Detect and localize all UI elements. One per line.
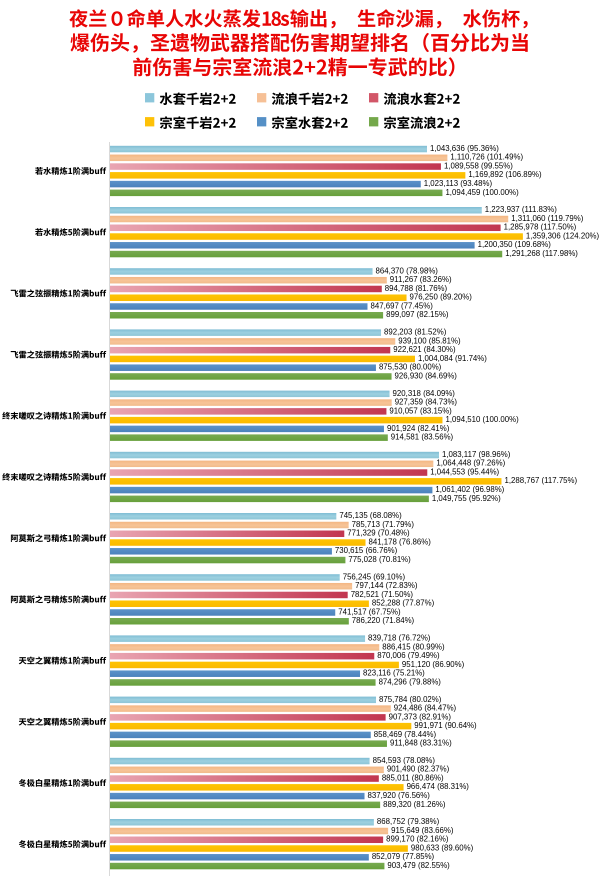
svg-text:911,267 (83.26%): 911,267 (83.26%) [390,275,452,284]
svg-text:1,169,892 (106.89%): 1,169,892 (106.89%) [468,170,542,179]
svg-text:782,521 (71.50%): 782,521 (71.50%) [351,590,414,599]
svg-text:910,057 (83.15%): 910,057 (83.15%) [389,406,452,415]
svg-text:966,474 (88.31%): 966,474 (88.31%) [407,782,470,791]
svg-text:771,329 (70.48%): 771,329 (70.48%) [347,529,410,538]
svg-text:1,110,726 (101.49%): 1,110,726 (101.49%) [450,153,523,162]
svg-text:939,100 (85.81%): 939,100 (85.81%) [398,336,461,345]
svg-text:976,250 (89.20%): 976,250 (89.20%) [410,293,473,302]
svg-text:903,479 (82.55%): 903,479 (82.55%) [387,861,450,870]
svg-text:907,373 (82.91%): 907,373 (82.91%) [389,712,452,721]
svg-text:756,245 (69.10%): 756,245 (69.10%) [343,572,406,581]
svg-text:1,023,113 (93.48%): 1,023,113 (93.48%) [424,179,493,188]
svg-text:892,203 (81.52%): 892,203 (81.52%) [384,328,447,337]
svg-text:926,930 (84.69%): 926,930 (84.69%) [395,371,458,380]
svg-text:852,079 (77.85%): 852,079 (77.85%) [372,852,435,861]
svg-text:991,971 (90.64%): 991,971 (90.64%) [414,721,477,730]
svg-text:1,200,350 (109.68%): 1,200,350 (109.68%) [478,240,552,249]
svg-text:875,784 (80.02%): 875,784 (80.02%) [379,695,442,704]
svg-text:852,288 (77.87%): 852,288 (77.87%) [372,599,435,608]
svg-text:899,170 (82.16%): 899,170 (82.16%) [386,835,449,844]
svg-text:980,633 (89.60%): 980,633 (89.60%) [411,843,474,852]
svg-text:1,061,402 (96.98%): 1,061,402 (96.98%) [435,485,504,494]
svg-text:1,359,306 (124.20%): 1,359,306 (124.20%) [526,231,600,240]
svg-text:1,291,268 (117.98%): 1,291,268 (117.98%) [505,249,578,258]
svg-text:1,064,448 (97.26%): 1,064,448 (97.26%) [436,459,505,468]
svg-text:1,288,767 (117.75%): 1,288,767 (117.75%) [504,476,577,485]
svg-text:775,028 (70.81%): 775,028 (70.81%) [348,555,411,564]
svg-text:847,697 (77.45%): 847,697 (77.45%) [370,301,433,310]
svg-text:894,788 (81.76%): 894,788 (81.76%) [385,284,448,293]
svg-text:885,011 (80.86%): 885,011 (80.86%) [382,773,444,782]
svg-text:786,220 (71.84%): 786,220 (71.84%) [352,616,415,625]
svg-text:1,285,978 (117.50%): 1,285,978 (117.50%) [504,223,577,232]
svg-text:837,920 (76.56%): 837,920 (76.56%) [368,791,431,800]
svg-text:868,752 (79.38%): 868,752 (79.38%) [377,817,440,826]
svg-text:875,530 (80.00%): 875,530 (80.00%) [379,363,442,372]
svg-text:920,318 (84.09%): 920,318 (84.09%) [393,389,456,398]
svg-text:1,089,558 (99.55%): 1,089,558 (99.55%) [444,161,513,170]
svg-text:914,581 (83.56%): 914,581 (83.56%) [391,433,454,442]
svg-text:915,649 (83.66%): 915,649 (83.66%) [391,826,454,835]
svg-text:1,004,084 (91.74%): 1,004,084 (91.74%) [418,354,487,363]
svg-text:1,049,755 (95.92%): 1,049,755 (95.92%) [432,494,501,503]
svg-text:864,370 (78.98%): 864,370 (78.98%) [376,266,439,275]
svg-text:927,359 (84.73%): 927,359 (84.73%) [395,398,458,407]
svg-text:730,615 (66.76%): 730,615 (66.76%) [335,546,398,555]
svg-text:901,924 (82.41%): 901,924 (82.41%) [387,424,450,433]
svg-text:823,116 (75.21%): 823,116 (75.21%) [363,669,425,678]
svg-text:785,713 (71.79%): 785,713 (71.79%) [352,520,415,529]
svg-text:874,296 (79.88%): 874,296 (79.88%) [379,677,442,686]
svg-text:858,469 (78.44%): 858,469 (78.44%) [374,730,437,739]
svg-text:841,178 (76.86%): 841,178 (76.86%) [369,537,432,546]
svg-text:1,311,060 (119.79%): 1,311,060 (119.79%) [511,214,583,223]
svg-text:870,006 (79.49%): 870,006 (79.49%) [377,651,440,660]
svg-text:889,320 (81.26%): 889,320 (81.26%) [383,800,446,809]
svg-text:886,415 (80.99%): 886,415 (80.99%) [382,642,445,651]
svg-text:1,094,459 (100.00%): 1,094,459 (100.00%) [445,188,519,197]
svg-text:741,517 (67.75%): 741,517 (67.75%) [338,607,401,616]
svg-text:924,486 (84.47%): 924,486 (84.47%) [394,704,457,713]
svg-text:797,144 (72.83%): 797,144 (72.83%) [355,581,418,590]
svg-text:1,223,937 (111.83%): 1,223,937 (111.83%) [485,205,557,214]
svg-text:1,043,636 (95.36%): 1,043,636 (95.36%) [430,144,499,153]
svg-text:899,097 (82.15%): 899,097 (82.15%) [386,310,449,319]
svg-text:911,848 (83.31%): 911,848 (83.31%) [390,739,452,748]
svg-text:901,490 (82.37%): 901,490 (82.37%) [387,765,450,774]
svg-text:1,094,510 (100.00%): 1,094,510 (100.00%) [445,415,519,424]
svg-text:922,621 (84.30%): 922,621 (84.30%) [393,345,456,354]
svg-text:951,120 (86.90%): 951,120 (86.90%) [402,660,465,669]
svg-text:854,593 (78.08%): 854,593 (78.08%) [373,756,436,765]
svg-text:1,044,553 (95.44%): 1,044,553 (95.44%) [430,467,499,476]
svg-text:839,718 (76.72%): 839,718 (76.72%) [368,634,431,643]
svg-text:745,135 (68.08%): 745,135 (68.08%) [339,511,402,520]
svg-text:1,083,117 (98.96%): 1,083,117 (98.96%) [442,450,511,459]
